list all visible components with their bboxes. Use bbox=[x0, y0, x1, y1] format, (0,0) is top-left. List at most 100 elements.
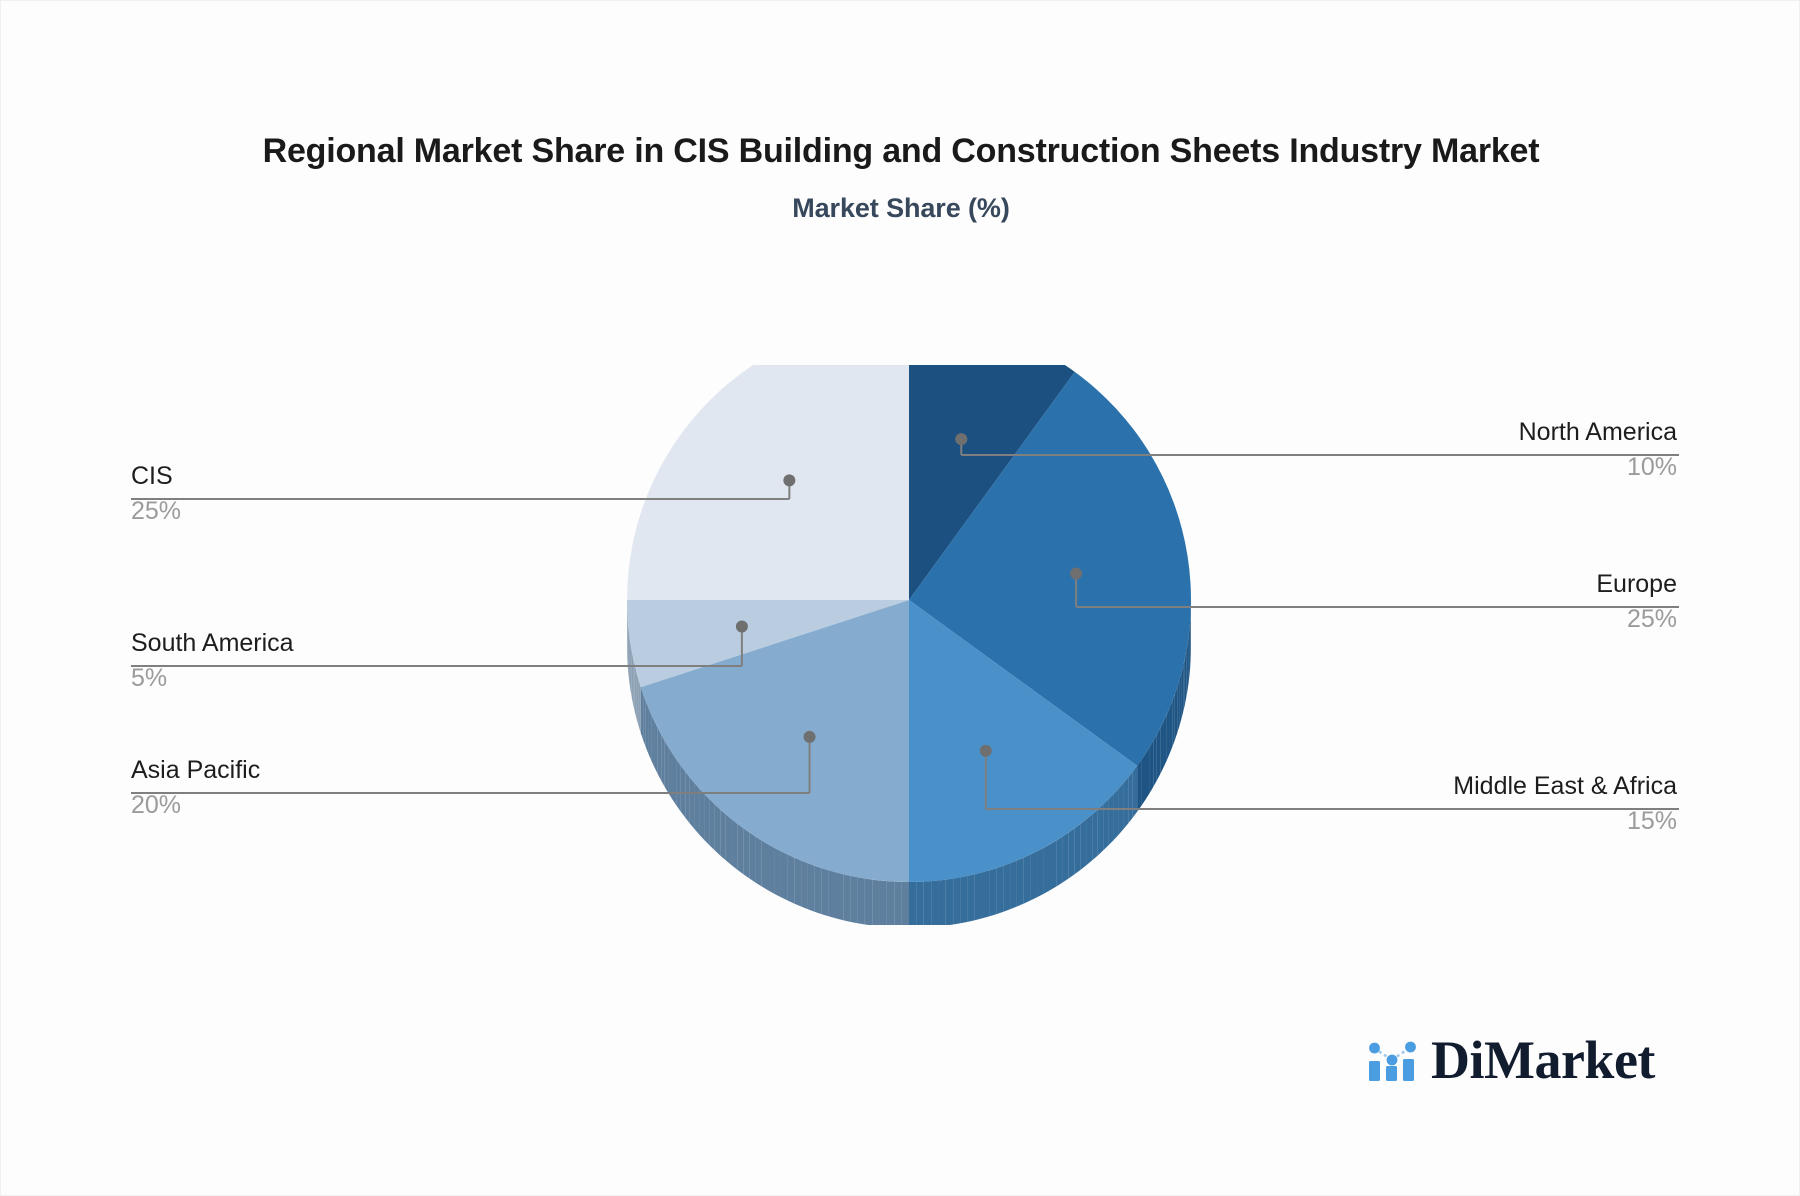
pie-slice-side bbox=[720, 809, 726, 861]
pie-slice-side bbox=[661, 734, 665, 787]
pie-callout-percent: 25% bbox=[1626, 605, 1677, 634]
pie-slice-side bbox=[981, 870, 990, 919]
pie-slice-side bbox=[689, 777, 695, 830]
pie-slice-side bbox=[1103, 799, 1109, 851]
pie-slice-side bbox=[680, 765, 686, 818]
pie-callout-label: South America bbox=[131, 629, 294, 657]
pie-callout-label: Asia Pacific bbox=[131, 756, 261, 784]
pie-chart-svg bbox=[627, 365, 1191, 925]
pie-slice-side bbox=[828, 870, 837, 919]
pie-slice-side bbox=[850, 875, 858, 924]
pie-slice-side bbox=[1187, 636, 1189, 691]
pie-slice-side bbox=[801, 860, 808, 910]
pie-slice-side bbox=[1172, 694, 1175, 748]
pie-slice-side bbox=[1118, 783, 1124, 835]
pie-callout: Europe 25% bbox=[1596, 571, 1677, 633]
pie-slice[interactable] bbox=[640, 600, 909, 882]
pie-slice-side bbox=[694, 783, 700, 835]
dimarket-logo: DiMarket bbox=[1365, 1033, 1655, 1087]
pie-slice-side bbox=[664, 741, 669, 794]
pie-slice-side bbox=[879, 880, 887, 925]
pie-slice-side bbox=[916, 881, 924, 925]
pie-slice-side bbox=[651, 714, 655, 768]
pie-slice-side bbox=[627, 622, 629, 676]
page-title: Regional Market Share in CIS Building an… bbox=[262, 132, 1540, 170]
pie-slice-side bbox=[774, 847, 781, 898]
brand-name: DiMarket bbox=[1431, 1030, 1655, 1090]
pie-slice-side bbox=[864, 878, 873, 925]
pie-slice-side bbox=[1128, 771, 1133, 824]
pie-slice-side bbox=[1169, 701, 1173, 754]
pie-slice-side bbox=[886, 881, 895, 925]
pie-slice-side bbox=[634, 665, 637, 719]
pie-slice-side bbox=[843, 874, 851, 922]
pie-slice-side bbox=[1010, 860, 1017, 910]
pie-slice-side bbox=[761, 840, 768, 891]
pie-slice-side bbox=[731, 819, 738, 870]
pie-callout-label: Europe bbox=[1596, 570, 1677, 598]
pie-slice-side bbox=[1184, 651, 1187, 705]
pie-callout-percent: 5% bbox=[131, 664, 168, 693]
pie-slice-side bbox=[1189, 622, 1191, 676]
pie-callout-label: CIS bbox=[131, 462, 173, 490]
pie-slice-side bbox=[953, 877, 961, 925]
pie-slice-side bbox=[755, 836, 762, 887]
pie-slice-side bbox=[709, 799, 715, 851]
pie-slice-side bbox=[901, 881, 909, 925]
pie-slice-side bbox=[1160, 721, 1164, 775]
pie-callout-label: North America bbox=[1518, 418, 1677, 446]
pie-slice-side bbox=[894, 881, 902, 925]
pie-slice-side bbox=[836, 872, 844, 921]
pie-slice-side bbox=[960, 875, 968, 924]
pie-slice-side bbox=[714, 804, 721, 856]
pie-slice-side bbox=[672, 753, 677, 806]
pie-slice-side bbox=[636, 672, 639, 727]
pie-slice-side bbox=[1174, 687, 1178, 741]
pie-slice-side bbox=[643, 694, 646, 748]
pie-slice-side bbox=[1186, 644, 1188, 698]
pie-slice-side bbox=[633, 658, 635, 712]
pie-slice-side bbox=[1068, 828, 1075, 879]
pie-slice[interactable] bbox=[627, 365, 909, 600]
pie-slice[interactable] bbox=[909, 371, 1191, 766]
pie-slice-side bbox=[1043, 844, 1050, 894]
pie-slice-side bbox=[1037, 847, 1044, 898]
pie-slice-side bbox=[967, 874, 975, 922]
pie-slice-side bbox=[1023, 854, 1031, 904]
pie-slice-side bbox=[996, 865, 1004, 915]
pie-slice-side bbox=[768, 844, 775, 894]
pie-slice-side bbox=[1062, 832, 1069, 883]
pie-slice-side bbox=[704, 794, 710, 846]
pie-slice-side bbox=[1030, 851, 1038, 901]
pie-slice-side bbox=[631, 651, 634, 705]
pie-slice-side bbox=[628, 629, 630, 683]
pie-slice-side bbox=[640, 687, 644, 741]
pie-slice-side bbox=[931, 880, 939, 925]
pie-callout: North America 10% bbox=[1519, 419, 1677, 481]
pie-slice-side bbox=[923, 881, 932, 925]
pie-slice-side bbox=[1156, 728, 1161, 781]
bar-line-chart-icon bbox=[1369, 1041, 1416, 1081]
pie-callout: CIS 25% bbox=[131, 463, 181, 525]
pie-slice-side bbox=[814, 865, 822, 915]
pie-slice-side bbox=[676, 759, 681, 812]
pie-slice-side bbox=[780, 851, 788, 901]
pie-slice-side bbox=[989, 868, 997, 917]
pie-callout: South America 5% bbox=[131, 630, 294, 692]
pie-slice-side bbox=[1097, 804, 1104, 856]
pie-slice[interactable] bbox=[909, 600, 1138, 882]
pie-slice-side bbox=[1086, 814, 1093, 866]
pie-slice-side bbox=[725, 814, 732, 866]
pie-slice-side bbox=[630, 644, 632, 698]
pie-slice-side bbox=[1141, 753, 1146, 806]
pie-slice-side bbox=[938, 879, 946, 925]
pie-slice-side bbox=[654, 721, 658, 775]
pie-slice-side bbox=[1145, 747, 1150, 800]
pie-slice-side bbox=[1092, 809, 1098, 861]
pie-slice-side bbox=[1179, 672, 1182, 727]
pie-slice[interactable] bbox=[909, 365, 1075, 600]
pie-callout-percent: 15% bbox=[1626, 807, 1677, 836]
pie-slice-side bbox=[974, 872, 982, 921]
pie-slice-side bbox=[1074, 823, 1081, 875]
